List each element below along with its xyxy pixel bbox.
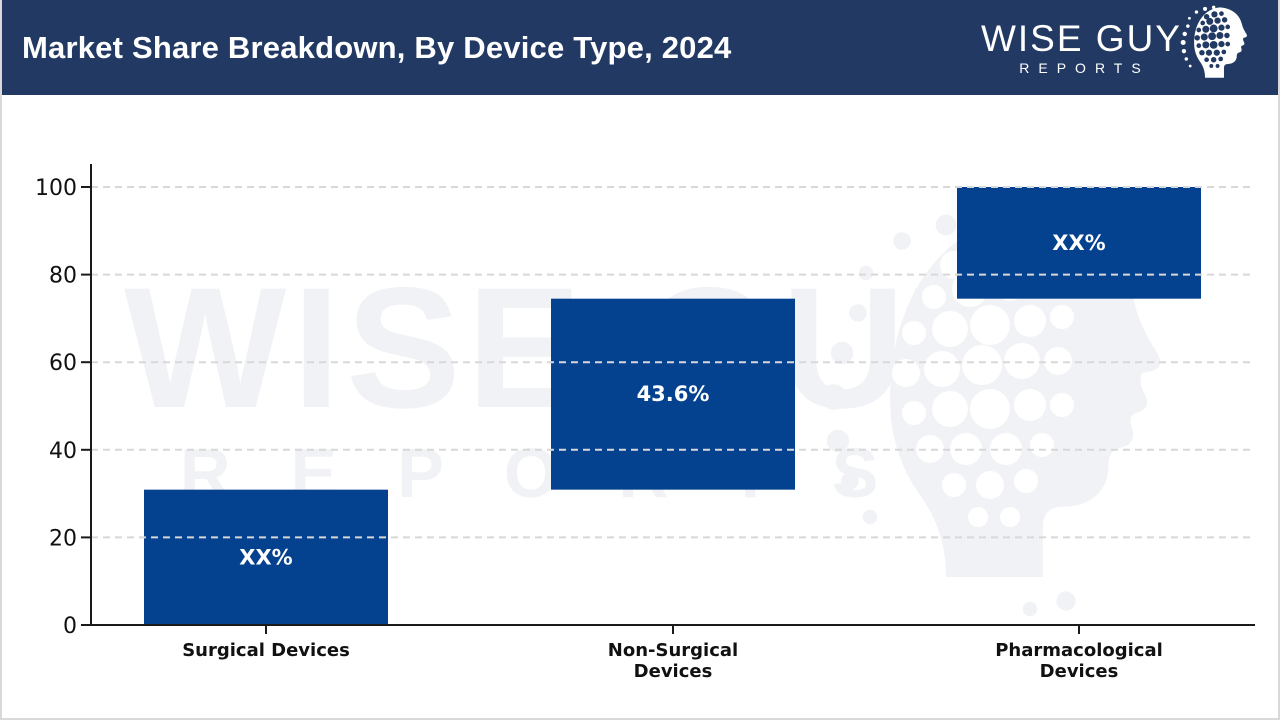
y-axis-tick-label: 0 [63,614,77,639]
logo-face-icon [1180,5,1247,78]
bar [957,187,1201,299]
y-axis-tick-label: 100 [35,176,77,201]
y-axis-tick-label: 20 [49,526,77,551]
x-category-label: Surgical Devices [182,640,350,661]
y-axis-tick-label: 40 [49,439,77,464]
logo-text: WISE GUY REPORTS [981,20,1182,75]
bar [144,489,388,625]
y-axis-tick-label: 80 [49,264,77,289]
bar [551,298,795,490]
logo-subtext: REPORTS [1019,60,1150,76]
brand-logo: WISE GUY REPORTS [981,5,1262,91]
bar-value-label: XX% [239,545,292,569]
logo-wordmark: WISE GUY [980,18,1182,59]
header: Market Share Breakdown, By Device Type, … [2,0,1278,95]
bar-value-label: 43.6% [637,382,710,406]
bar-value-label: XX% [1052,231,1105,255]
x-category-label: Pharmacological Devices [995,640,1163,682]
page-title: Market Share Breakdown, By Device Type, … [22,29,732,65]
x-category-label: Non-Surgical Devices [608,640,738,682]
y-axis-tick-label: 60 [49,351,77,376]
